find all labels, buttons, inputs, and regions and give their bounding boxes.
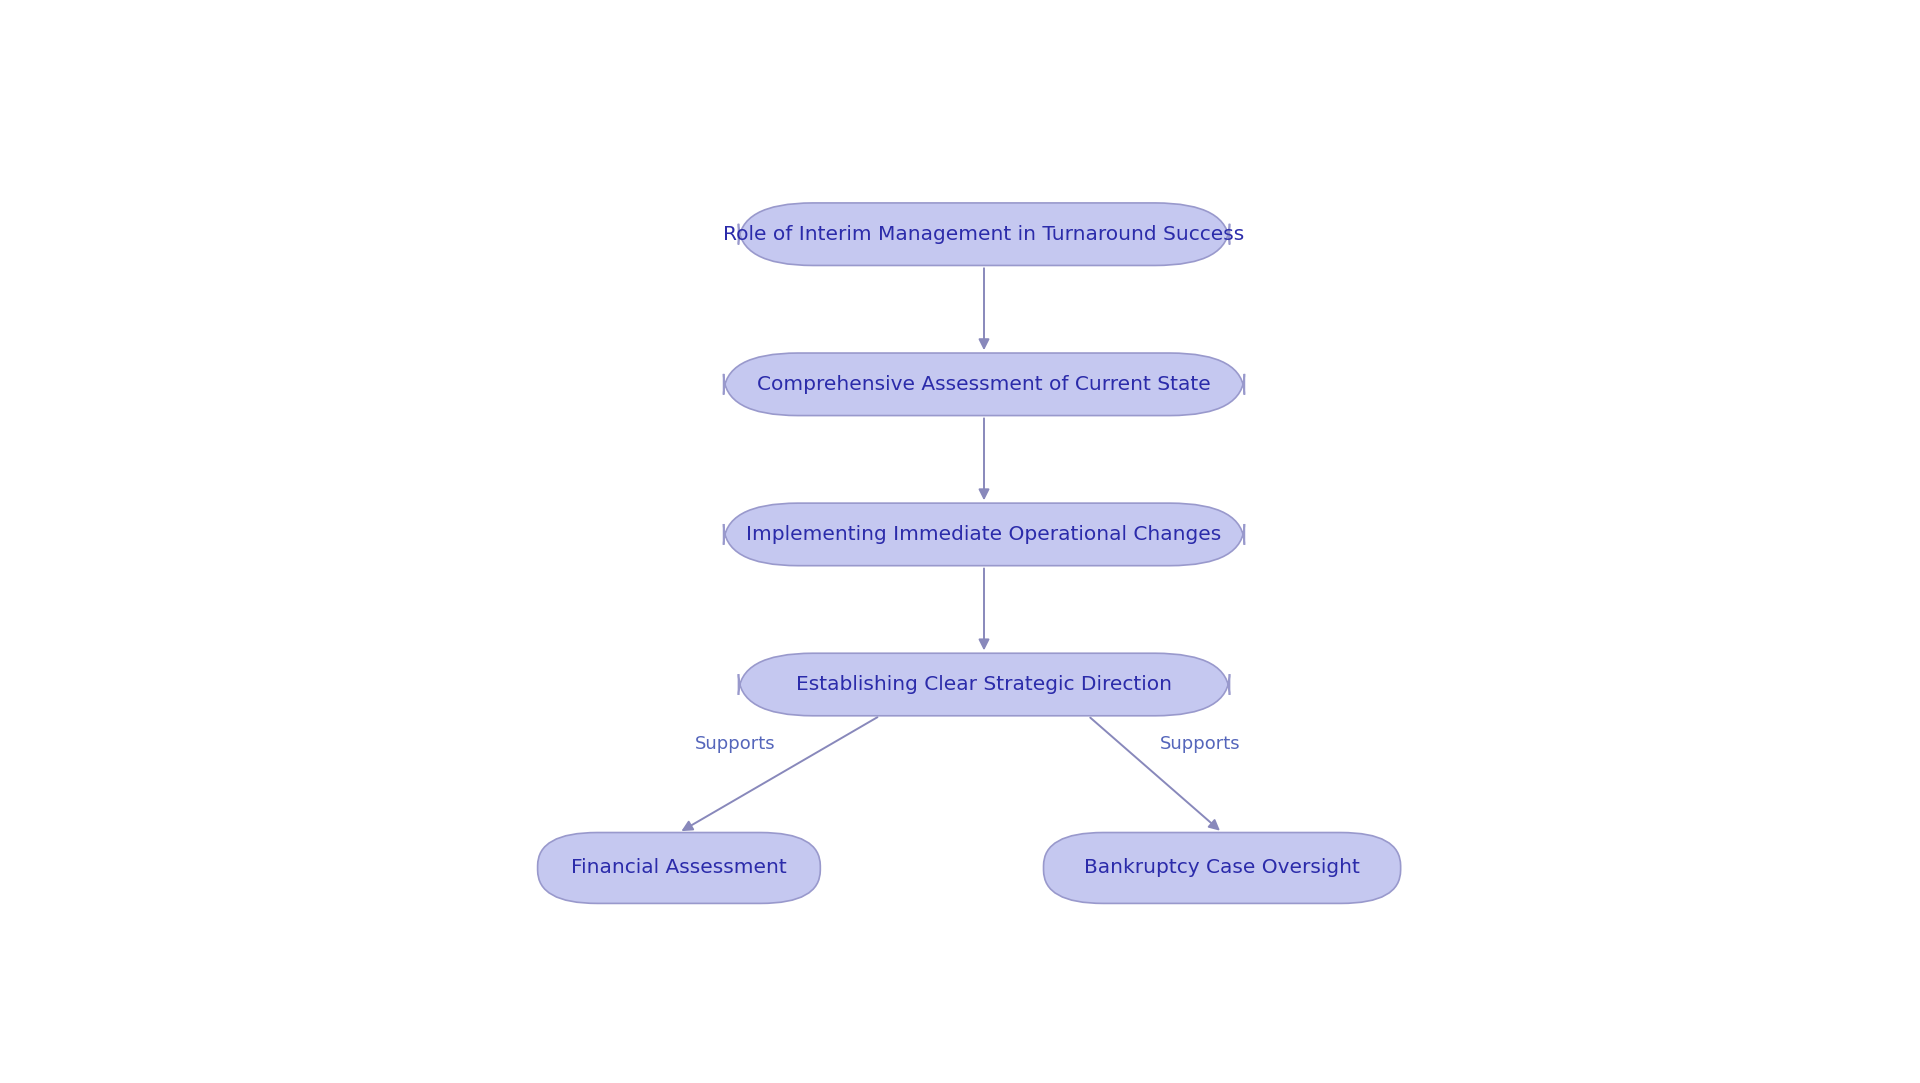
FancyBboxPatch shape [724, 353, 1244, 416]
Text: Implementing Immediate Operational Changes: Implementing Immediate Operational Chang… [747, 525, 1221, 544]
FancyBboxPatch shape [739, 653, 1229, 716]
FancyBboxPatch shape [1044, 833, 1402, 903]
Text: Role of Interim Management in Turnaround Success: Role of Interim Management in Turnaround… [724, 224, 1244, 244]
Text: Bankruptcy Case Oversight: Bankruptcy Case Oversight [1085, 859, 1359, 877]
FancyBboxPatch shape [724, 504, 1244, 565]
Text: Establishing Clear Strategic Direction: Establishing Clear Strategic Direction [797, 675, 1171, 694]
Text: Comprehensive Assessment of Current State: Comprehensive Assessment of Current Stat… [756, 375, 1212, 394]
Text: Financial Assessment: Financial Assessment [570, 859, 787, 877]
Text: Supports: Supports [695, 735, 776, 754]
FancyBboxPatch shape [739, 203, 1229, 265]
Text: Supports: Supports [1160, 735, 1240, 754]
FancyBboxPatch shape [538, 833, 820, 903]
